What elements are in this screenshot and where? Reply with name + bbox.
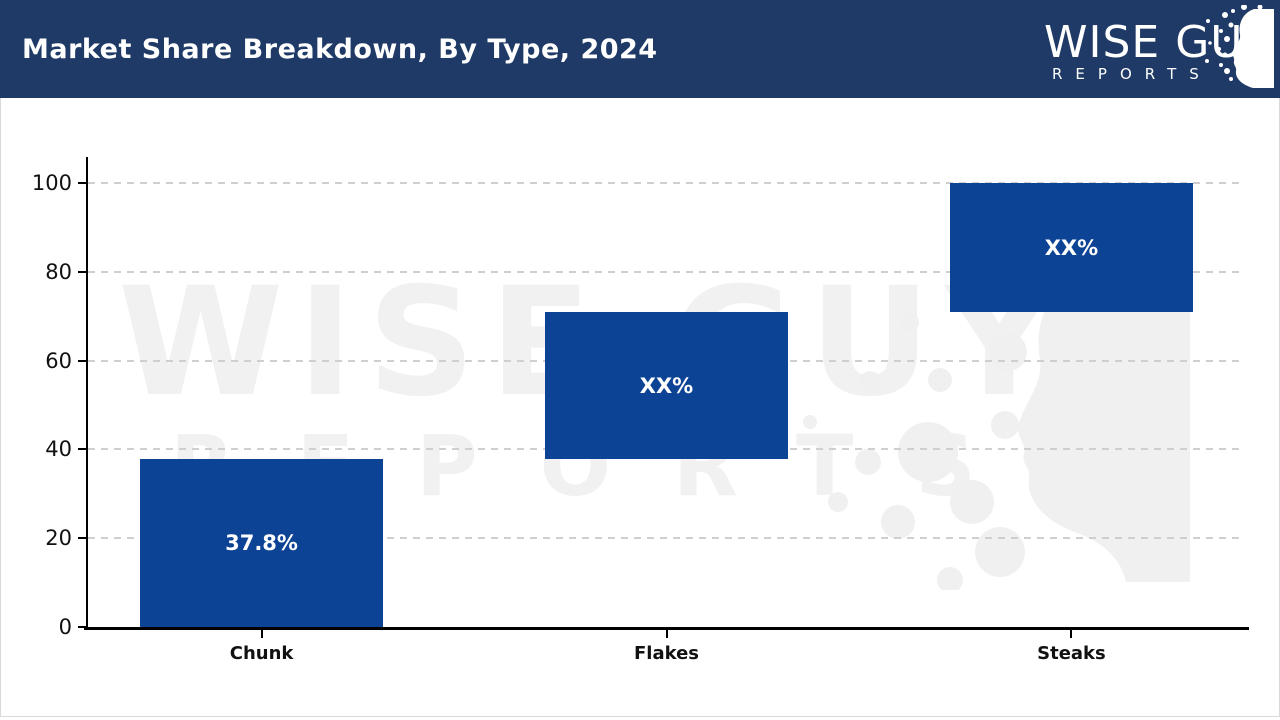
y-axis-tick <box>78 270 88 273</box>
logo-subtext: REPORTS <box>1052 65 1212 83</box>
y-axis-tick <box>78 359 88 362</box>
y-tick-label: 60 <box>45 348 72 373</box>
gridline-80 <box>88 270 1245 273</box>
y-axis-tick <box>78 182 88 185</box>
y-axis-tick <box>78 537 88 540</box>
gridline-20 <box>88 537 1245 540</box>
plot-area: 0 20 40 60 80 100 37.8% Chunk XX% Flakes XX% Steaks <box>32 157 1249 664</box>
x-axis-tick <box>1070 630 1073 638</box>
y-axis-tick <box>78 626 88 628</box>
header-bar: Market Share Breakdown, By Type, 2024 WI… <box>0 0 1280 98</box>
bar-flakes <box>545 312 788 460</box>
bar-value-label: XX% <box>639 373 694 398</box>
y-tick-label: 0 <box>58 615 72 639</box>
y-axis-line <box>86 157 88 630</box>
x-tick-label: Steaks <box>1037 643 1106 664</box>
x-axis-tick <box>665 630 668 638</box>
y-axis-tick <box>78 448 88 451</box>
page-title: Market Share Breakdown, By Type, 2024 <box>22 33 658 65</box>
window-edge-bottom <box>0 716 1280 717</box>
wiseguy-logo: WISE GUY REPORTS <box>1044 5 1274 88</box>
x-tick-label: Chunk <box>229 643 294 664</box>
x-axis-line <box>84 627 1249 630</box>
bar-chunk <box>140 459 384 627</box>
y-tick-label: 40 <box>45 437 72 462</box>
logo-face-icon <box>1205 5 1274 88</box>
bar-value-label: 37.8% <box>225 531 298 556</box>
bar-value-label: XX% <box>1044 235 1099 260</box>
gridline-100 <box>88 182 1245 185</box>
y-tick-label: 100 <box>31 171 72 196</box>
x-tick-label: Flakes <box>633 643 700 664</box>
window-edge-left <box>0 98 1 717</box>
x-axis-tick <box>260 630 263 638</box>
y-tick-label: 20 <box>45 526 72 551</box>
y-tick-label: 80 <box>45 259 72 284</box>
